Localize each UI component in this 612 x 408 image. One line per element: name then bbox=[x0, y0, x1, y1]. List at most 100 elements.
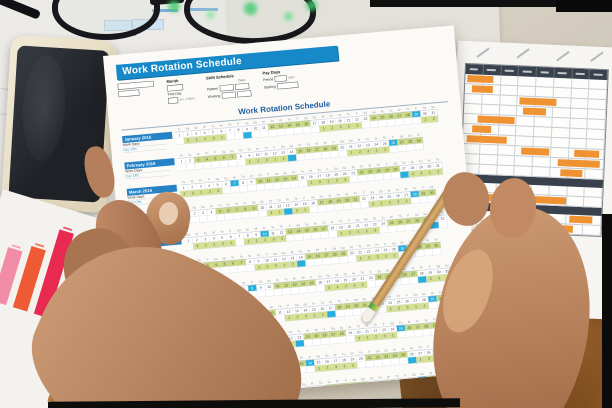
gantt-grid-cell bbox=[569, 128, 588, 139]
gantt-grid-cell bbox=[482, 94, 501, 105]
form-group-pay: Pay Days Period days Starting bbox=[262, 68, 299, 95]
gantt-grid-cell bbox=[584, 187, 603, 198]
green-light-reflection bbox=[306, 0, 317, 11]
form-group-shift: Shift Schedule Days Pattern Working bbox=[206, 72, 252, 100]
gantt-bar bbox=[560, 169, 583, 178]
gantt-grid-cell bbox=[496, 165, 515, 176]
gantt-column-label bbox=[476, 47, 490, 58]
working-box bbox=[237, 90, 252, 98]
day-cell: 15 bbox=[316, 384, 326, 393]
gantt-bar bbox=[520, 147, 550, 156]
gantt-grid-cell bbox=[498, 125, 517, 136]
gantt-grid-cell bbox=[553, 87, 572, 98]
shift-cell bbox=[317, 391, 327, 399]
gantt-grid-cell bbox=[479, 144, 498, 155]
gantt-grid-cell bbox=[570, 108, 589, 119]
pattern-box bbox=[234, 82, 250, 91]
gantt-grid-cell bbox=[516, 126, 535, 136]
green-light-reflection bbox=[206, 10, 215, 19]
gantt-grid-cell bbox=[569, 118, 588, 129]
first-day-hint: (ex. 1 Mon) bbox=[179, 97, 195, 102]
background-table-text bbox=[152, 9, 178, 12]
gantt-grid-cell bbox=[481, 104, 500, 115]
working-label: Working bbox=[207, 94, 221, 99]
shift-cell: 2 bbox=[434, 168, 444, 176]
day-cell: 14 bbox=[308, 385, 318, 393]
gantt-grid-cell bbox=[566, 196, 585, 207]
gantt-grid-cell bbox=[582, 225, 602, 236]
period-label: Period bbox=[263, 77, 274, 82]
gantt-grid-cell bbox=[587, 119, 606, 130]
gantt-grid-cell bbox=[534, 117, 553, 127]
gantt-grid-cell bbox=[533, 127, 553, 137]
gantt-grid-cell bbox=[551, 127, 570, 138]
month-label-column: February 2016 Work Days Day Offs bbox=[124, 154, 179, 180]
gantt-bar bbox=[471, 125, 492, 134]
gantt-grid-cell bbox=[463, 103, 482, 114]
day-cell: 19 bbox=[350, 381, 360, 390]
shift-cell: 2 bbox=[429, 115, 439, 123]
gantt-grid-cell bbox=[497, 155, 516, 166]
period-unit: days bbox=[288, 75, 295, 80]
gantt-grid-cell bbox=[514, 156, 534, 166]
gantt-grid-cell bbox=[464, 93, 483, 104]
gantt-column-label bbox=[556, 51, 570, 62]
month-label-column: January 2016 Work Days Day Offs bbox=[122, 128, 177, 154]
gantt-grid-cell bbox=[497, 145, 516, 156]
gantt-grid-cell bbox=[532, 166, 551, 177]
gantt-grid-cell bbox=[568, 138, 588, 149]
gantt-grid-cell bbox=[571, 88, 590, 99]
days-label: Days bbox=[238, 78, 246, 83]
shift-cell bbox=[438, 221, 448, 229]
gantt-grid-cell bbox=[499, 95, 518, 106]
photo-edge-right bbox=[602, 214, 612, 408]
pattern-box bbox=[219, 84, 234, 92]
day-cell: 16 bbox=[325, 384, 335, 392]
working-box bbox=[221, 91, 237, 99]
gantt-grid-cell bbox=[551, 137, 570, 148]
gantt-grid-cell bbox=[552, 117, 571, 128]
gantt-grid-cell bbox=[552, 107, 571, 118]
photo-edge-top bbox=[370, 0, 612, 7]
gantt-grid-cell bbox=[587, 129, 606, 140]
gantt-grid-cell bbox=[584, 197, 603, 208]
shift-cell bbox=[359, 387, 369, 395]
gantt-bar bbox=[569, 215, 593, 224]
gantt-grid-cell bbox=[517, 86, 537, 97]
gantt-grid-cell bbox=[550, 147, 569, 158]
background-table-text bbox=[184, 8, 218, 11]
gantt-grid-cell bbox=[514, 166, 533, 176]
gantt-bar bbox=[471, 85, 494, 94]
gantt-grid-cell bbox=[586, 139, 605, 150]
green-light-reflection bbox=[168, 0, 180, 12]
shift-cell bbox=[414, 143, 424, 151]
shift-cell bbox=[350, 388, 361, 396]
gantt-grid-cell bbox=[516, 116, 535, 127]
shift-cell bbox=[342, 389, 352, 397]
green-light-reflection bbox=[284, 12, 293, 21]
month-field-box bbox=[166, 84, 184, 92]
gantt-grid-cell bbox=[500, 85, 519, 96]
gantt-grid-cell bbox=[479, 154, 498, 165]
gantt-bar bbox=[466, 75, 494, 84]
gantt-grid-cell bbox=[571, 78, 590, 89]
shift-cell: 2 bbox=[376, 386, 386, 394]
gantt-column-label bbox=[590, 51, 604, 62]
photo-edge-top-right bbox=[556, 0, 612, 12]
form-field-box bbox=[118, 89, 140, 98]
gantt-grid-cell bbox=[532, 156, 551, 167]
form-group-id bbox=[117, 80, 155, 109]
shift-cell bbox=[325, 390, 335, 398]
gantt-bar bbox=[522, 107, 546, 116]
starting-label: Starting bbox=[263, 84, 276, 90]
shift-cell bbox=[334, 389, 344, 398]
gantt-grid-cell bbox=[587, 109, 607, 120]
shift-cell: 3 bbox=[308, 392, 318, 400]
month-label: Month bbox=[166, 78, 179, 85]
gantt-grid-cell bbox=[549, 185, 568, 196]
gantt-grid-cell bbox=[499, 105, 518, 116]
first-day-box bbox=[167, 97, 179, 104]
day-cell: 21 bbox=[367, 380, 377, 388]
gantt-grid-cell bbox=[570, 98, 589, 109]
